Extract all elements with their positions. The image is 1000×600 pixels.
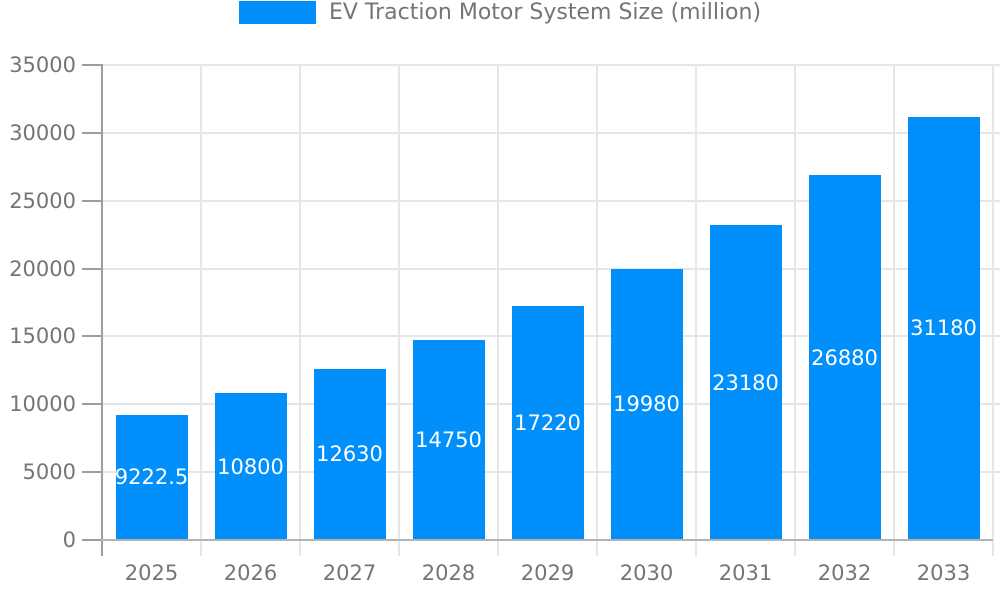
y-axis-tick [82,403,102,406]
y-tick-label: 0 [62,528,76,552]
legend-label: EV Traction Motor System Size (million) [328,0,762,25]
bar-value-label: 10800 [217,454,284,479]
legend-swatch-icon [238,1,316,24]
bar-value-label: 19980 [613,392,680,417]
gridline-vertical [794,65,796,556]
bar-value-label: 31180 [910,316,977,341]
gridline-vertical [398,65,400,556]
y-axis-tick [82,131,102,134]
bar-2027[interactable] [313,368,386,540]
x-tick-label-2031: 2031 [718,561,773,585]
y-axis-tick [82,267,102,270]
y-axis-tick [82,199,102,202]
y-axis-tick [82,64,102,66]
gridline-vertical [497,65,499,556]
bar-2032[interactable] [808,175,881,540]
legend-item[interactable]: EV Traction Motor System Size (million) [238,0,762,25]
x-tick-label-2030: 2030 [619,561,674,585]
bar-2028[interactable] [412,339,485,540]
y-axis-tick [82,471,102,474]
x-tick-label-2028: 2028 [421,561,476,585]
y-tick-label: 30000 [9,120,76,145]
bar-2031[interactable] [709,225,782,540]
x-tick-label-2033: 2033 [916,561,971,585]
gridline-vertical [695,65,697,556]
y-tick-label: 5000 [22,460,76,485]
x-tick-label-2032: 2032 [817,561,872,585]
bar-2026[interactable] [214,393,287,540]
bar-value-label: 12630 [316,442,383,467]
y-tick-label: 20000 [9,256,76,281]
bar-2030[interactable] [610,268,683,540]
bar-value-label: 23180 [712,370,779,395]
y-tick-label: 15000 [9,324,76,349]
gridline-vertical [200,65,202,556]
y-tick-label: 10000 [9,392,76,417]
x-tick-label-2026: 2026 [223,561,278,585]
y-tick-label: 25000 [9,188,76,213]
gridline-vertical [596,65,598,556]
x-axis-line [101,539,993,541]
bar-value-label: 9222.5 [114,465,189,490]
x-tick-label-2027: 2027 [322,561,377,585]
y-axis-tick [82,539,102,541]
gridline-horizontal [102,267,1000,270]
bar-value-label: 14750 [415,427,482,452]
y-tick-label: 35000 [9,53,76,77]
gridline-vertical [992,65,994,556]
gridline-horizontal [102,64,1000,66]
bar-2033[interactable] [907,116,980,540]
x-tick-label-2025: 2025 [124,561,179,585]
bar-value-label: 26880 [811,345,878,370]
gridline-vertical [893,65,895,556]
y-axis-tick [82,335,102,338]
bar-value-label: 17220 [514,411,581,436]
x-tick-label-2029: 2029 [520,561,575,585]
legend: EV Traction Motor System Size (million) [0,0,1000,25]
y-axis-line [101,64,103,556]
gridline-horizontal [102,131,1000,134]
gridline-vertical [299,65,301,556]
gridline-horizontal [102,199,1000,202]
bar-2029[interactable] [511,306,584,540]
bar-2025[interactable] [115,414,188,540]
